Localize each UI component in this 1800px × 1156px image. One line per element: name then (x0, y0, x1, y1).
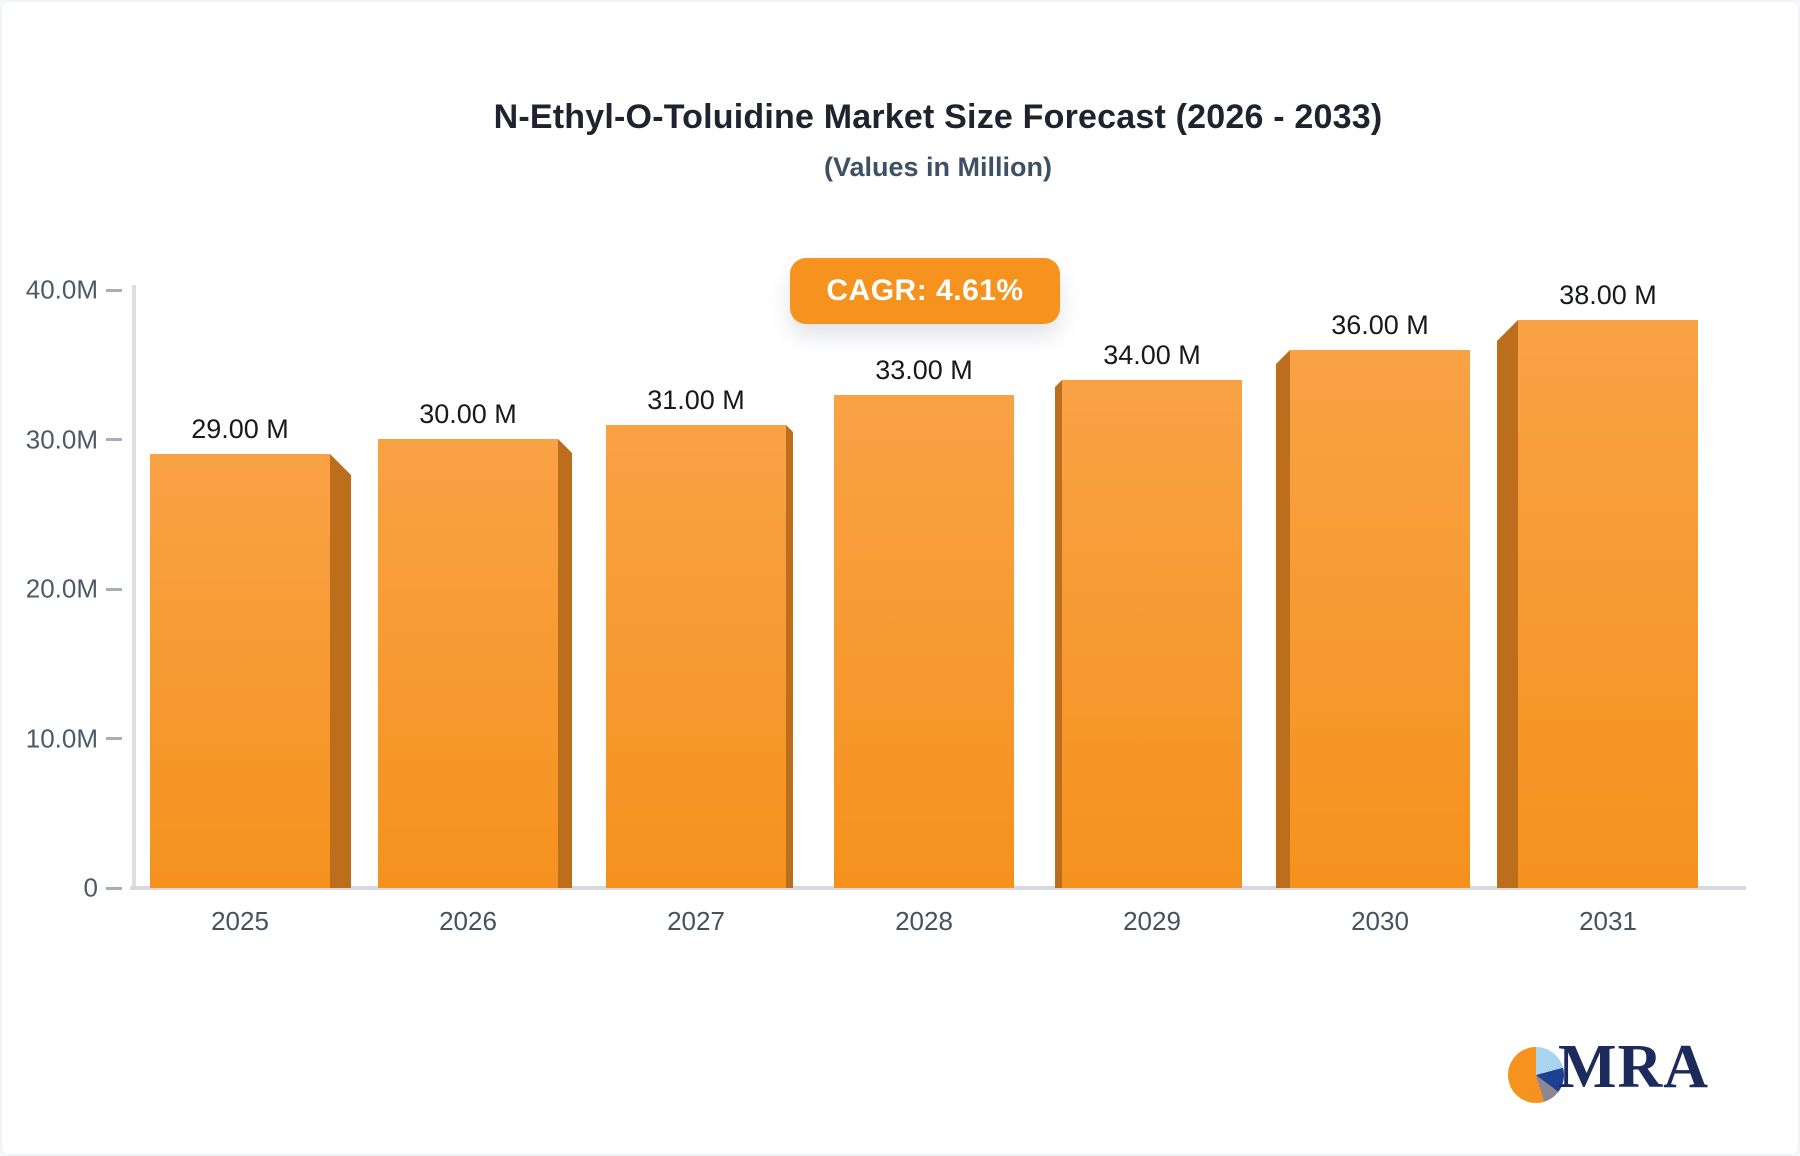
bar-2031 (1518, 320, 1698, 888)
bar-2027 (606, 425, 786, 888)
y-tick-label: 0 (83, 872, 98, 903)
bar-2030 (1290, 350, 1470, 888)
bar-value-label: 30.00 M (419, 399, 517, 429)
bar-2028 (834, 395, 1014, 888)
pie-chart-icon (1508, 1046, 1564, 1103)
bar-2029 (1062, 380, 1242, 888)
x-tick-label: 2026 (439, 906, 497, 936)
y-tick-label: 20.0M (25, 573, 98, 604)
x-tick-label: 2029 (1123, 906, 1181, 936)
bar-side (330, 454, 351, 888)
y-tick (106, 288, 122, 292)
bar-side (1055, 380, 1062, 888)
bar-2026 (378, 439, 558, 888)
cagr-badge-label: CAGR: 4.61% (826, 274, 1024, 307)
x-tick-label: 2027 (667, 906, 725, 936)
chart-subtitle: (Values in Million) (823, 152, 1053, 182)
bar-2025 (150, 454, 330, 888)
bar-value-label: 34.00 M (1103, 340, 1201, 370)
y-tick (106, 438, 122, 441)
x-tick-label: 2028 (895, 906, 953, 936)
x-tick-label: 2030 (1351, 906, 1409, 936)
cagr-badge: CAGR: 4.61% (790, 258, 1060, 324)
bar-value-label: 36.00 M (1331, 310, 1429, 340)
bar-value-label: 31.00 M (647, 385, 745, 415)
logo: MRA (1508, 1032, 1709, 1103)
y-tick-label: 40.0M (25, 274, 98, 305)
bar-value-label: 29.00 M (191, 414, 289, 444)
bar-side (558, 439, 572, 888)
bar-side (786, 425, 793, 888)
bar-value-label: 33.00 M (875, 355, 973, 385)
y-tick (106, 587, 122, 591)
bar-side (1276, 350, 1290, 888)
y-tick-label: 30.0M (25, 424, 98, 454)
bar-value-label: 38.00 M (1559, 280, 1657, 310)
logo-text: MRA (1558, 1033, 1710, 1101)
y-tick-label: 10.0M (25, 723, 98, 753)
chart-title: N-Ethyl-O-Toluidine Market Size Forecast… (493, 98, 1383, 136)
x-tick-label: 2025 (211, 906, 269, 936)
y-tick (106, 737, 122, 740)
x-axis-line (130, 886, 1746, 890)
y-axis-line (132, 285, 136, 890)
x-tick-label: 2031 (1579, 906, 1637, 936)
bar-side (1497, 320, 1518, 888)
y-tick (106, 886, 122, 890)
